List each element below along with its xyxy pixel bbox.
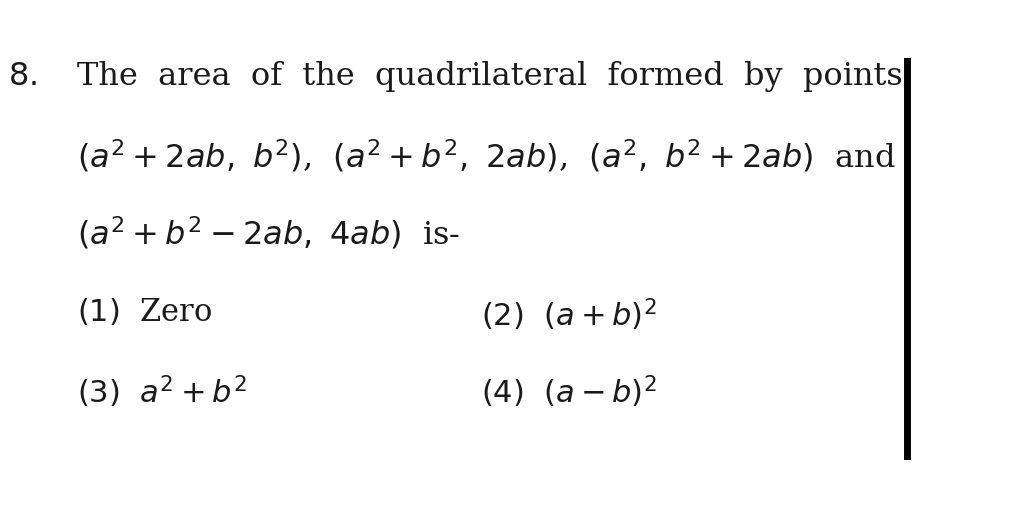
Text: The  area  of  the  quadrilateral  formed  by  points: The area of the quadrilateral formed by … [77,61,902,93]
Text: $(1)$  Zero: $(1)$ Zero [77,297,212,328]
Text: $(a^2 + 2ab,\ b^2)$,  $(a^2 + b^2,\ 2ab)$,  $(a^2,\ b^2 + 2ab)$  and: $(a^2 + 2ab,\ b^2)$, $(a^2 + b^2,\ 2ab)$… [77,138,895,175]
Text: $(a^2 + b^2 - 2ab,\ 4ab)$  is-: $(a^2 + b^2 - 2ab,\ 4ab)$ is- [77,215,460,252]
Text: $(2)$  $(a + b)^2$: $(2)$ $(a + b)^2$ [481,297,657,333]
Text: $\mathsf{8.}$: $\mathsf{8.}$ [8,61,37,93]
Text: $(4)$  $(a - b)^2$: $(4)$ $(a - b)^2$ [481,374,657,410]
Text: $(3)$  $a^2 + b^2$: $(3)$ $a^2 + b^2$ [77,374,247,410]
